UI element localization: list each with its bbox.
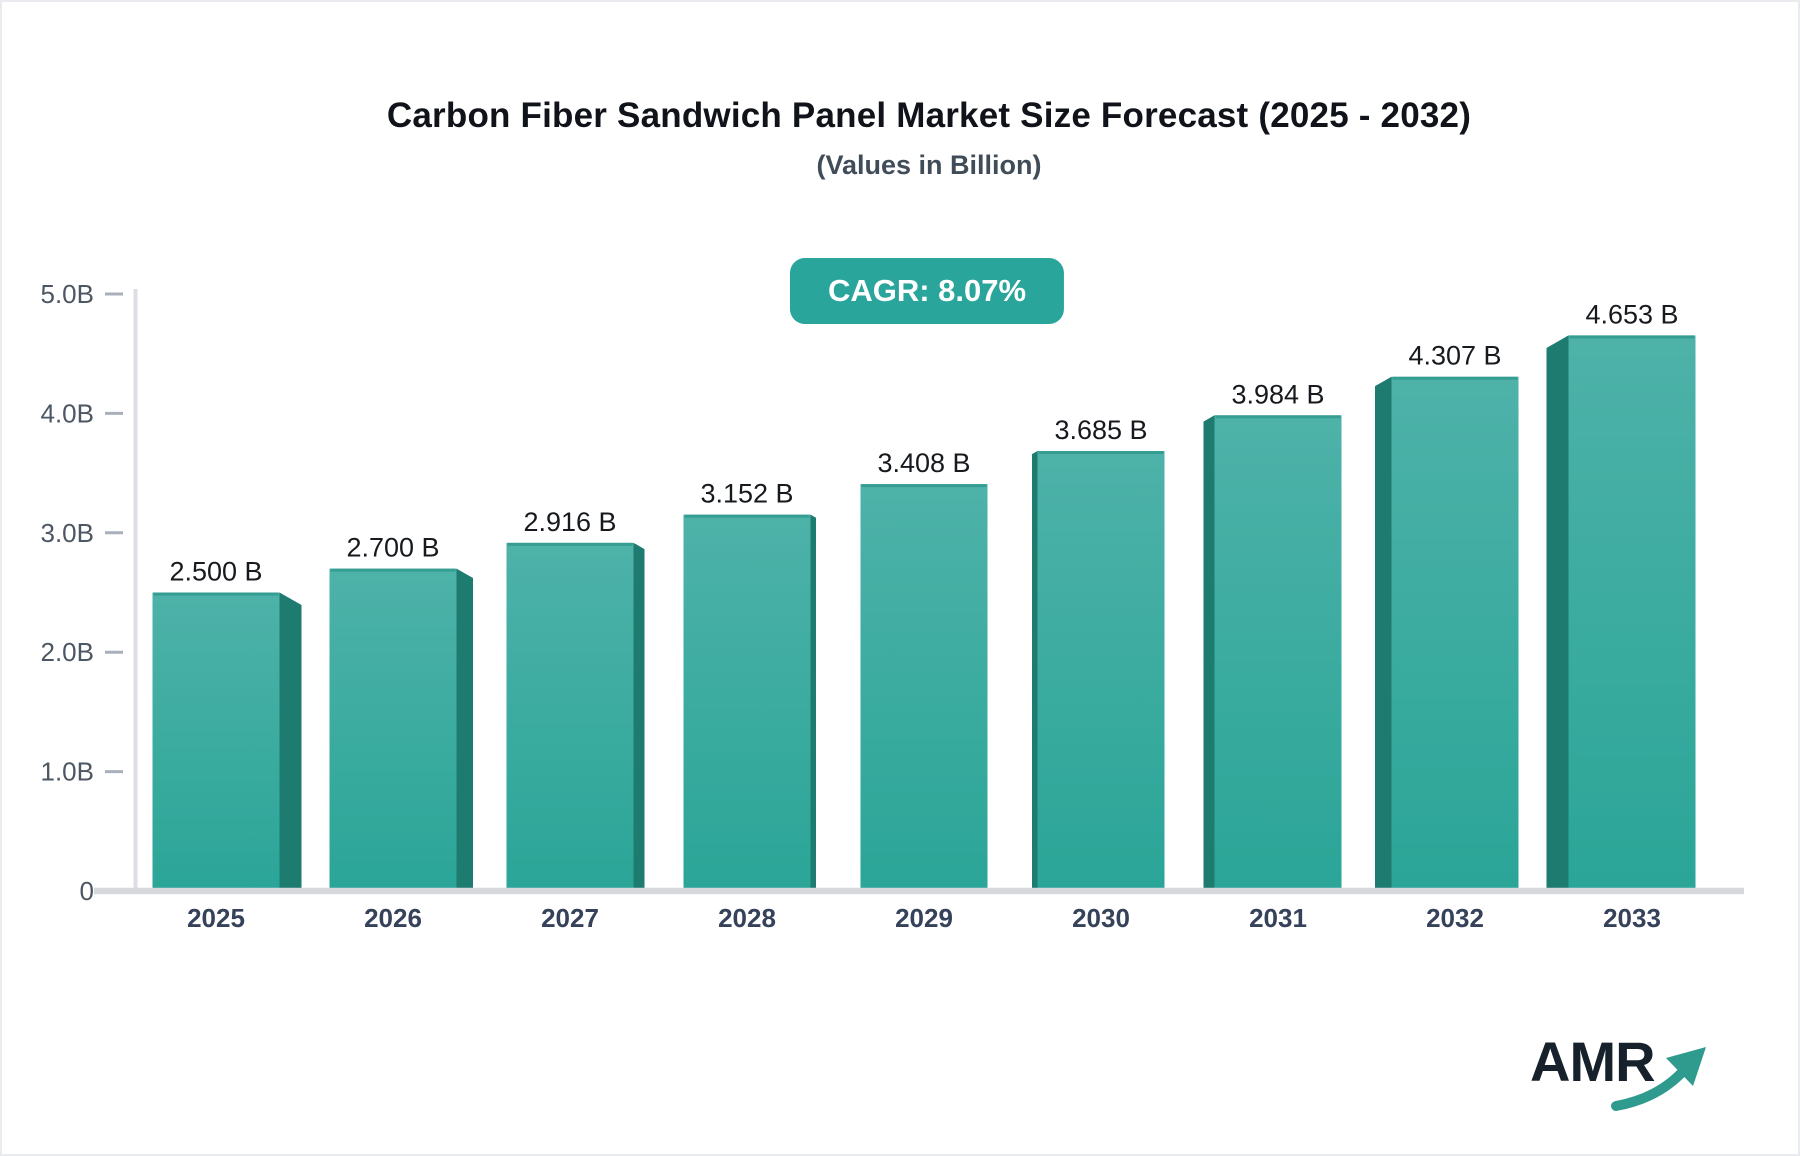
bar-chart-svg: 5.0B 4.0B 3.0B 2.0B 1.0B 0 2.500 B 2.700 B 2.916… (41, 279, 1744, 933)
bar-side-2026 (456, 568, 473, 891)
x-tick-label: 2027 (541, 903, 599, 933)
y-tick-label: 4.0B (41, 398, 95, 428)
bar-side-2032 (1375, 376, 1392, 891)
bar-value-label: 4.653 B (1585, 299, 1678, 329)
x-tick-label: 2032 (1426, 903, 1484, 933)
bar-value-label: 3.984 B (1231, 379, 1324, 409)
bar-2032 (1391, 376, 1519, 891)
bar-value-label: 2.916 B (523, 507, 616, 537)
bar-value-label: 3.152 B (700, 479, 793, 509)
chart-subtitle: (Values in Billion) (816, 150, 1042, 180)
bar-value-label: 4.307 B (1408, 341, 1501, 371)
x-tick-label: 2028 (718, 903, 776, 933)
x-tick-label: 2030 (1072, 903, 1130, 933)
arrow-swoosh (1611, 1063, 1691, 1111)
bar-side-2033 (1546, 335, 1569, 892)
x-tick-label: 2026 (364, 903, 422, 933)
x-tick-label: 2033 (1603, 903, 1661, 933)
bar-2025 (152, 592, 280, 891)
bar-side-2027 (633, 542, 645, 891)
bar-value-label: 3.408 B (877, 448, 970, 478)
bar-2033 (1568, 335, 1696, 892)
bar-side-2030 (1032, 451, 1038, 891)
bar-side-2031 (1203, 415, 1215, 891)
bar-side-2028 (810, 514, 816, 891)
cagr-badge: CAGR: 8.07% (789, 258, 1065, 324)
x-tick-label: 2029 (895, 903, 953, 933)
amr-logo-text: AMR (1530, 1030, 1656, 1093)
bar-value-label: 3.685 B (1054, 415, 1147, 445)
x-tick-label: 2031 (1249, 903, 1307, 933)
bar-value-label: 2.500 B (169, 557, 262, 587)
y-tick-label: 2.0B (41, 637, 95, 667)
bar-2027 (506, 542, 634, 891)
bar-2029 (860, 484, 988, 891)
bar-2028 (683, 514, 811, 891)
bar-value-label: 2.700 B (346, 533, 439, 563)
y-tick-label: 5.0B (41, 279, 95, 309)
amr-logo: AMR (1530, 1034, 1740, 1124)
bar-2031 (1214, 415, 1342, 891)
arrow-head (1666, 1047, 1706, 1086)
bar-side-2025 (279, 592, 302, 891)
y-tick-label: 0 (80, 876, 94, 906)
bar-2026 (329, 568, 457, 891)
chart-title: Carbon Fiber Sandwich Panel Market Size … (386, 96, 1472, 135)
y-tick-label: 1.0B (41, 757, 95, 787)
growth-arrow-icon (1611, 1047, 1706, 1111)
bar-2030 (1037, 451, 1165, 891)
y-tick-label: 3.0B (41, 518, 95, 548)
x-tick-label: 2025 (187, 903, 245, 933)
